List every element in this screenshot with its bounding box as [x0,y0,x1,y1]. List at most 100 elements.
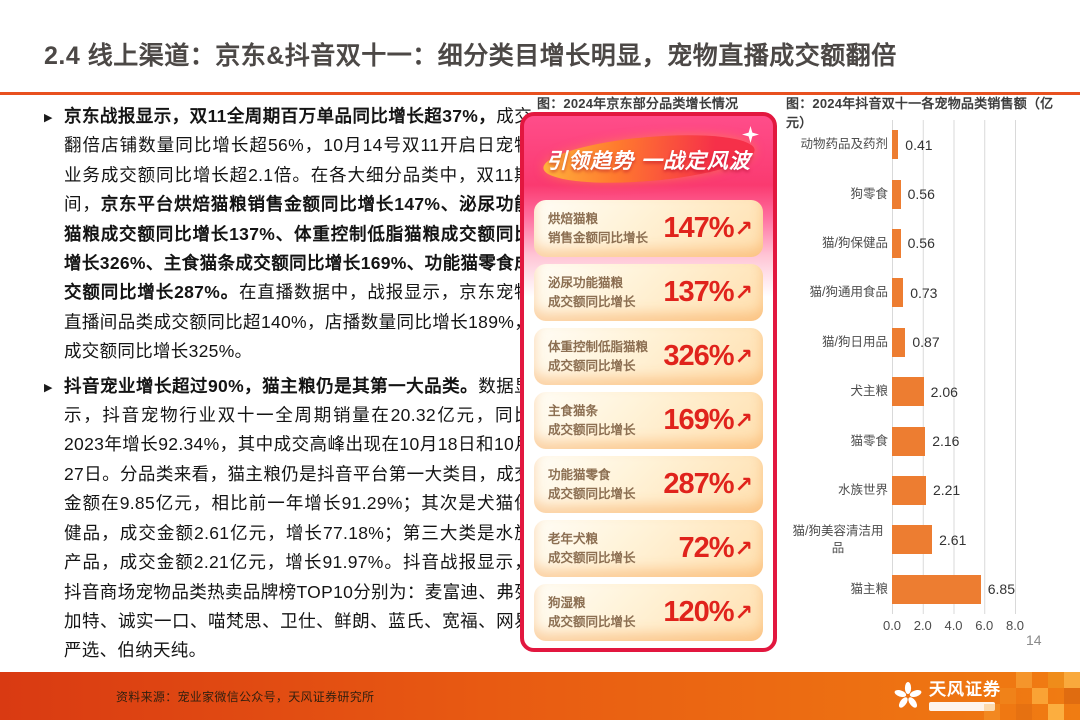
card-growth-value: 169% [663,404,734,436]
card-growth-value: 137% [663,276,734,308]
bullet-text: 抖音宠业增长超过90%，猫主粮仍是其第一大品类。数据显示，抖音宠物行业双十一全周… [64,375,532,661]
card-label: 体重控制低脂猫粮 成交额同比增长 [548,340,649,373]
sparkle-icon [742,126,759,143]
bar-value-label: 2.16 [932,433,960,450]
bar-row: 水族世界 2.21 [788,466,1068,515]
source-note: 资料来源：宠业家微信公众号，天风证券研究所 [116,690,375,704]
bar-category-label: 猫/狗美容清洁用品 [792,523,884,555]
bar-row: 犬主粮 2.06 [788,367,1068,416]
bar-zone: 0.56 [892,169,1015,218]
bar [892,377,924,407]
bar-zone: 2.61 [892,515,1015,564]
bar-category-label: 猫零食 [850,433,888,448]
flower-logo-icon [893,680,923,717]
footer-pattern [930,672,1080,720]
bar-value-label: 0.56 [907,235,935,252]
bar [892,327,906,357]
bar-zone: 0.87 [892,318,1015,367]
card-growth-value: 120% [663,596,734,628]
bar-zone: 6.85 [892,565,1015,614]
card-growth-value: 287% [663,468,734,500]
footer-band: 资料来源：宠业家微信公众号，天风证券研究所 天风证券 [0,672,1080,720]
x-tick-label: 4.0 [944,618,963,633]
card-label: 烘焙猫粮 销售金额同比增长 [548,212,649,245]
bullet-list: ▶ 京东战报显示，双11全周期百万单品同比增长超37%，成交翻倍店铺数量同比增长超… [44,102,532,671]
card-label: 泌尿功能猫粮 成交额同比增长 [548,276,636,309]
jd-promo-banner: 引领趋势 一战定风波 [534,122,763,198]
chart-x-axis: 0.0 2.0 4.0 6.0 8.0 [883,618,1024,638]
bar-category-label: 犬主粮 [850,384,888,399]
brand-logo-block: 天风证券 [893,680,1001,717]
bar-row: 猫主粮 6.85 [788,565,1068,614]
bar-row: 猫/狗通用食品 0.73 [788,268,1068,317]
card-growth-value: 326% [663,340,734,372]
bar-category-label: 猫/狗通用食品 [809,285,888,300]
bullet-marker-icon: ▶ [44,112,53,124]
x-tick-label: 8.0 [1005,618,1025,633]
up-arrow-icon: ↗ [734,215,753,241]
bar [892,278,904,308]
banner-slogan: 引领趋势 一战定风波 [546,150,751,173]
jd-growth-card: 主食猫条 成交额同比增长 169% ↗ [534,392,763,449]
jd-growth-card: 功能猫零食 成交额同比增长 287% ↗ [534,456,763,513]
bar [892,426,926,456]
douyin-bar-chart: 动物药品及药剂 0.41 狗零食 0.56 猫/狗保健品 0.56 猫/狗通用食品 0.73 猫… [788,116,1068,641]
card-growth-value: 147% [663,212,734,244]
jd-promo-panel: 引领趋势 一战定风波 烘焙猫粮 销售金额同比增长 147% ↗ 泌尿功能猫粮 成交额同比增… [520,112,777,652]
x-tick-label: 6.0 [975,618,994,633]
bar-zone: 2.21 [892,466,1015,515]
bar-value-label: 2.06 [930,383,958,400]
bar [892,574,981,604]
bar-zone: 0.73 [892,268,1015,317]
title-divider [0,92,1080,95]
bullet-marker-icon: ▶ [44,381,53,394]
bar-category-label: 水族世界 [837,482,888,497]
bar-zone: 2.06 [892,367,1015,416]
bar-category-label: 猫/狗保健品 [822,236,888,251]
bar-row: 动物药品及药剂 0.41 [788,120,1068,169]
jd-growth-card: 老年犬粮 成交额同比增长 72% ↗ [534,520,763,577]
bar [892,228,901,258]
bar [892,475,926,505]
bullet-item: ▶ 京东战报显示，双11全周期百万单品同比增长超37%，成交翻倍店铺数量同比增长超… [44,102,532,367]
up-arrow-icon: ↗ [734,535,753,561]
bar [892,525,933,555]
brand-tagline-box [929,702,995,712]
bar-row: 猫零食 2.16 [788,416,1068,465]
card-label: 主食猫条 成交额同比增长 [548,404,636,437]
up-arrow-icon: ↗ [734,599,753,625]
up-arrow-icon: ↗ [734,279,753,305]
douyin-figure-caption: 图：2024年抖音双十一各宠物品类销售额（亿元） [786,96,1054,130]
bar [892,130,899,160]
bar-zone: 0.41 [892,120,1015,169]
bar-category-label: 狗零食 [850,186,888,201]
chart-rows: 动物药品及药剂 0.41 狗零食 0.56 猫/狗保健品 0.56 猫/狗通用食品 0.73 猫… [788,116,1068,614]
bar-row: 猫/狗美容清洁用品 2.61 [788,515,1068,564]
jd-growth-card: 烘焙猫粮 销售金额同比增长 147% ↗ [534,200,763,257]
up-arrow-icon: ↗ [734,343,753,369]
up-arrow-icon: ↗ [734,407,753,433]
bar-category-label: 动物药品及药剂 [800,137,888,152]
card-growth-value: 72% [678,532,735,564]
card-label: 老年犬粮 成交额同比增长 [548,532,636,565]
bar-value-label: 0.87 [912,334,940,351]
bar-category-label: 猫/狗日用品 [822,334,888,349]
page-number: 14 [1026,632,1042,648]
card-label: 狗湿粮 成交额同比增长 [548,596,636,629]
jd-growth-card: 泌尿功能猫粮 成交额同比增长 137% ↗ [534,264,763,321]
card-label: 功能猫零食 成交额同比增长 [548,468,636,501]
up-arrow-icon: ↗ [734,471,753,497]
bar-value-label: 0.73 [910,284,938,301]
bullet-text: 京东战报显示，双11全周期百万单品同比增长超37%，成交翻倍店铺数量同比增长超5… [64,106,532,362]
x-tick-label: 0.0 [882,618,902,633]
jd-growth-card: 狗湿粮 成交额同比增长 120% ↗ [534,584,763,641]
bar-zone: 0.56 [892,219,1015,268]
bar-row: 猫/狗日用品 0.87 [788,318,1068,367]
jd-figure-caption: 图：2024年京东部分品类增长情况 [537,96,739,111]
page-title: 2.4 线上渠道：京东&抖音双十一：细分类目增长明显，宠物直播成交额翻倍 [44,42,897,70]
bar-value-label: 0.41 [905,136,933,153]
x-tick-label: 2.0 [913,618,932,633]
bar-value-label: 2.21 [932,482,961,499]
bar-value-label: 6.85 [987,581,1015,598]
bar-row: 猫/狗保健品 0.56 [788,219,1068,268]
